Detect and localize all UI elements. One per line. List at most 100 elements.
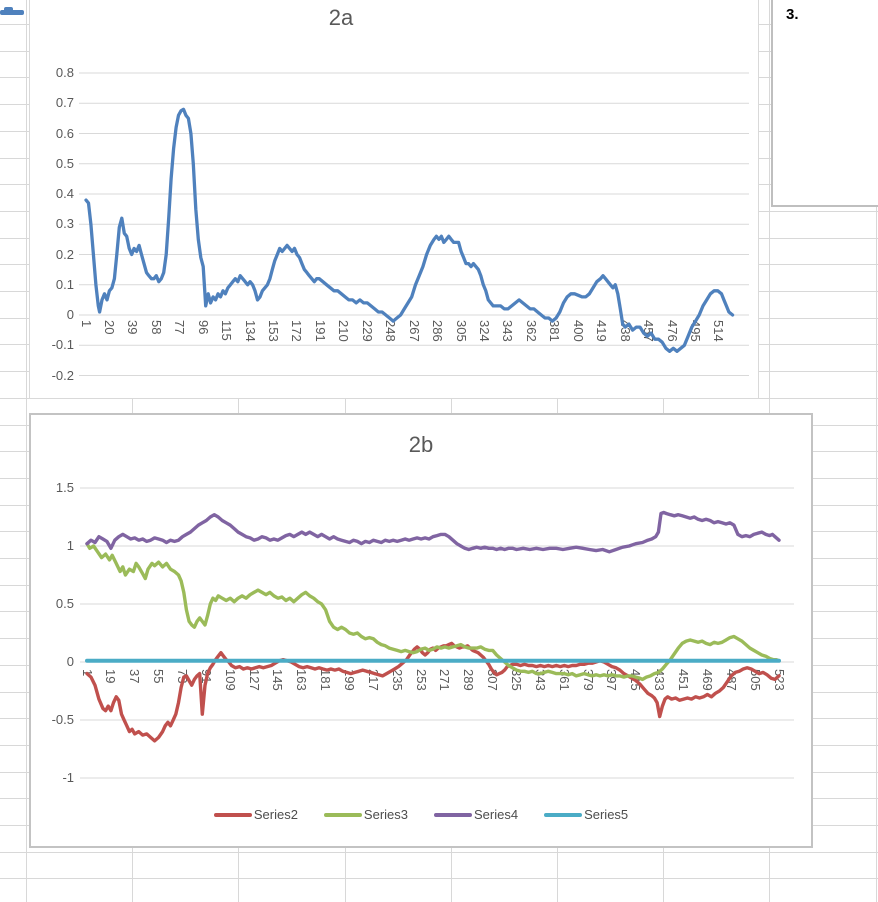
legend-line-swatch — [323, 812, 362, 817]
x-axis-label: 476 — [664, 320, 680, 342]
x-axis-label: 58 — [148, 320, 164, 335]
x-axis-label: 39 — [125, 320, 141, 335]
x-axis-label: 495 — [688, 320, 704, 342]
x-axis-label: 433 — [652, 669, 668, 691]
x-axis-label: 73 — [174, 669, 190, 684]
x-axis-label: 235 — [389, 669, 405, 691]
x-axis-label: 487 — [723, 669, 739, 691]
legend-item-Series3[interactable]: Series3 — [323, 807, 408, 822]
x-axis-label: 361 — [556, 669, 572, 691]
x-axis-label: 438 — [617, 320, 633, 342]
y-axis-label: 1.5 — [55, 480, 74, 495]
x-axis-label: 505 — [747, 669, 763, 691]
x-axis-label: 91 — [198, 669, 214, 684]
x-axis-label: 127 — [246, 669, 262, 691]
x-axis-label: 217 — [365, 669, 381, 691]
y-axis-label: 0.8 — [55, 65, 74, 80]
x-axis-label: 96 — [195, 320, 211, 335]
x-axis-label: 514 — [711, 320, 727, 342]
y-axis-label: -0.2 — [51, 367, 74, 383]
x-axis-label: 267 — [406, 320, 422, 342]
series-line-2a[interactable] — [84, 107, 735, 353]
y-axis-label: 0.1 — [55, 276, 74, 292]
legend-line-swatch — [434, 812, 472, 817]
series-line-Series3[interactable] — [85, 541, 781, 682]
x-axis-label: 415 — [628, 669, 644, 691]
legend-item-Series2[interactable]: Series2 — [213, 807, 298, 822]
x-axis-label: 253 — [413, 669, 429, 691]
series-line-Series2[interactable] — [85, 641, 781, 743]
y-axis-label: 1 — [66, 538, 74, 553]
y-axis-label: 0 — [66, 307, 74, 322]
x-axis-label: 286 — [430, 320, 446, 342]
x-axis-label: 153 — [266, 320, 282, 342]
y-axis-label: -0.1 — [51, 337, 74, 353]
x-axis-label: 523 — [771, 669, 787, 691]
x-axis-label: 469 — [699, 669, 715, 691]
x-axis-label: 77 — [172, 320, 188, 335]
x-axis-label: 457 — [641, 320, 657, 342]
legend-item-Series5[interactable]: Series5 — [544, 807, 628, 822]
legend-item-Series4[interactable]: Series4 — [434, 807, 518, 822]
y-axis-label: 0.5 — [55, 155, 74, 171]
x-axis-label: 109 — [222, 669, 238, 691]
y-axis-label: 0.7 — [55, 95, 74, 111]
x-axis-label: 1 — [78, 320, 94, 328]
x-axis-label: 210 — [336, 320, 352, 342]
x-axis-label: 381 — [547, 320, 563, 342]
y-axis-label: 0 — [66, 654, 74, 669]
y-axis-label: 0.3 — [55, 216, 74, 232]
x-axis-label: 397 — [604, 669, 620, 691]
cell-text-3: 3. — [786, 6, 799, 23]
x-axis-label: 199 — [341, 669, 357, 691]
x-axis-label: 134 — [242, 320, 258, 342]
x-axis-label: 343 — [500, 320, 516, 342]
x-axis-label: 324 — [477, 320, 493, 342]
x-axis-label: 181 — [318, 669, 334, 691]
legend-line-swatch — [213, 812, 252, 817]
x-axis-label: 191 — [312, 320, 328, 342]
x-axis-label: 55 — [151, 669, 167, 684]
x-axis-label: 379 — [580, 669, 596, 691]
x-axis-label: 325 — [509, 669, 525, 691]
x-axis-label: 248 — [383, 320, 399, 342]
legend-line-swatch — [544, 812, 583, 817]
x-axis-label: 343 — [532, 669, 548, 691]
x-axis-label: 20 — [101, 320, 117, 335]
legend: Series2 Series3 Series4 Series5 — [31, 807, 811, 822]
x-axis-label: 307 — [485, 669, 501, 691]
y-axis-label: -1 — [62, 770, 74, 785]
y-axis-label: 0.2 — [55, 246, 74, 262]
legend-label: Series4 — [474, 807, 519, 822]
partial-chart-line-fragment — [0, 0, 30, 20]
x-axis-label: 271 — [437, 669, 453, 691]
chart-2b[interactable]: 2b 1.5 1 0.5 0 -0.5 -1 1 19 37 55 73 91 109 127 145 163 1… — [29, 413, 813, 848]
x-axis-label: 229 — [359, 320, 375, 342]
chart-2a[interactable]: 2a 0.8 0.7 0.6 0.5 0.4 0.3 0.2 0.1 0 -0.1 -0.2 1 20 39… — [29, 0, 759, 399]
line-fragment-segment — [4, 7, 13, 12]
chart-title-2b: 2b — [408, 432, 434, 457]
x-axis-label: 400 — [570, 320, 586, 342]
x-axis-label: 451 — [676, 669, 692, 691]
x-axis-label: 289 — [461, 669, 477, 691]
series-line-Series4[interactable] — [85, 510, 781, 554]
y-axis-label: 0.4 — [55, 186, 74, 201]
x-axis-label: 37 — [127, 669, 143, 684]
y-axis-label: 0.6 — [55, 125, 74, 141]
x-axis-label: 172 — [289, 320, 305, 342]
line-fragment-segment — [0, 10, 24, 15]
x-axis-label: 305 — [453, 320, 469, 342]
x-axis-label: 419 — [594, 320, 610, 342]
legend-label: Series5 — [584, 807, 629, 822]
y-axis-label: -0.5 — [51, 712, 74, 727]
x-axis-label: 115 — [219, 320, 235, 341]
x-axis-label: 362 — [523, 320, 539, 342]
x-axis-label: 145 — [270, 669, 286, 691]
chart-title-2a: 2a — [328, 5, 354, 30]
legend-label: Series2 — [253, 807, 298, 822]
plot-area-2b — [80, 487, 794, 779]
chart-3-frame[interactable] — [771, 0, 878, 207]
x-axis-label: 163 — [294, 669, 310, 691]
legend-label: Series3 — [363, 807, 408, 822]
